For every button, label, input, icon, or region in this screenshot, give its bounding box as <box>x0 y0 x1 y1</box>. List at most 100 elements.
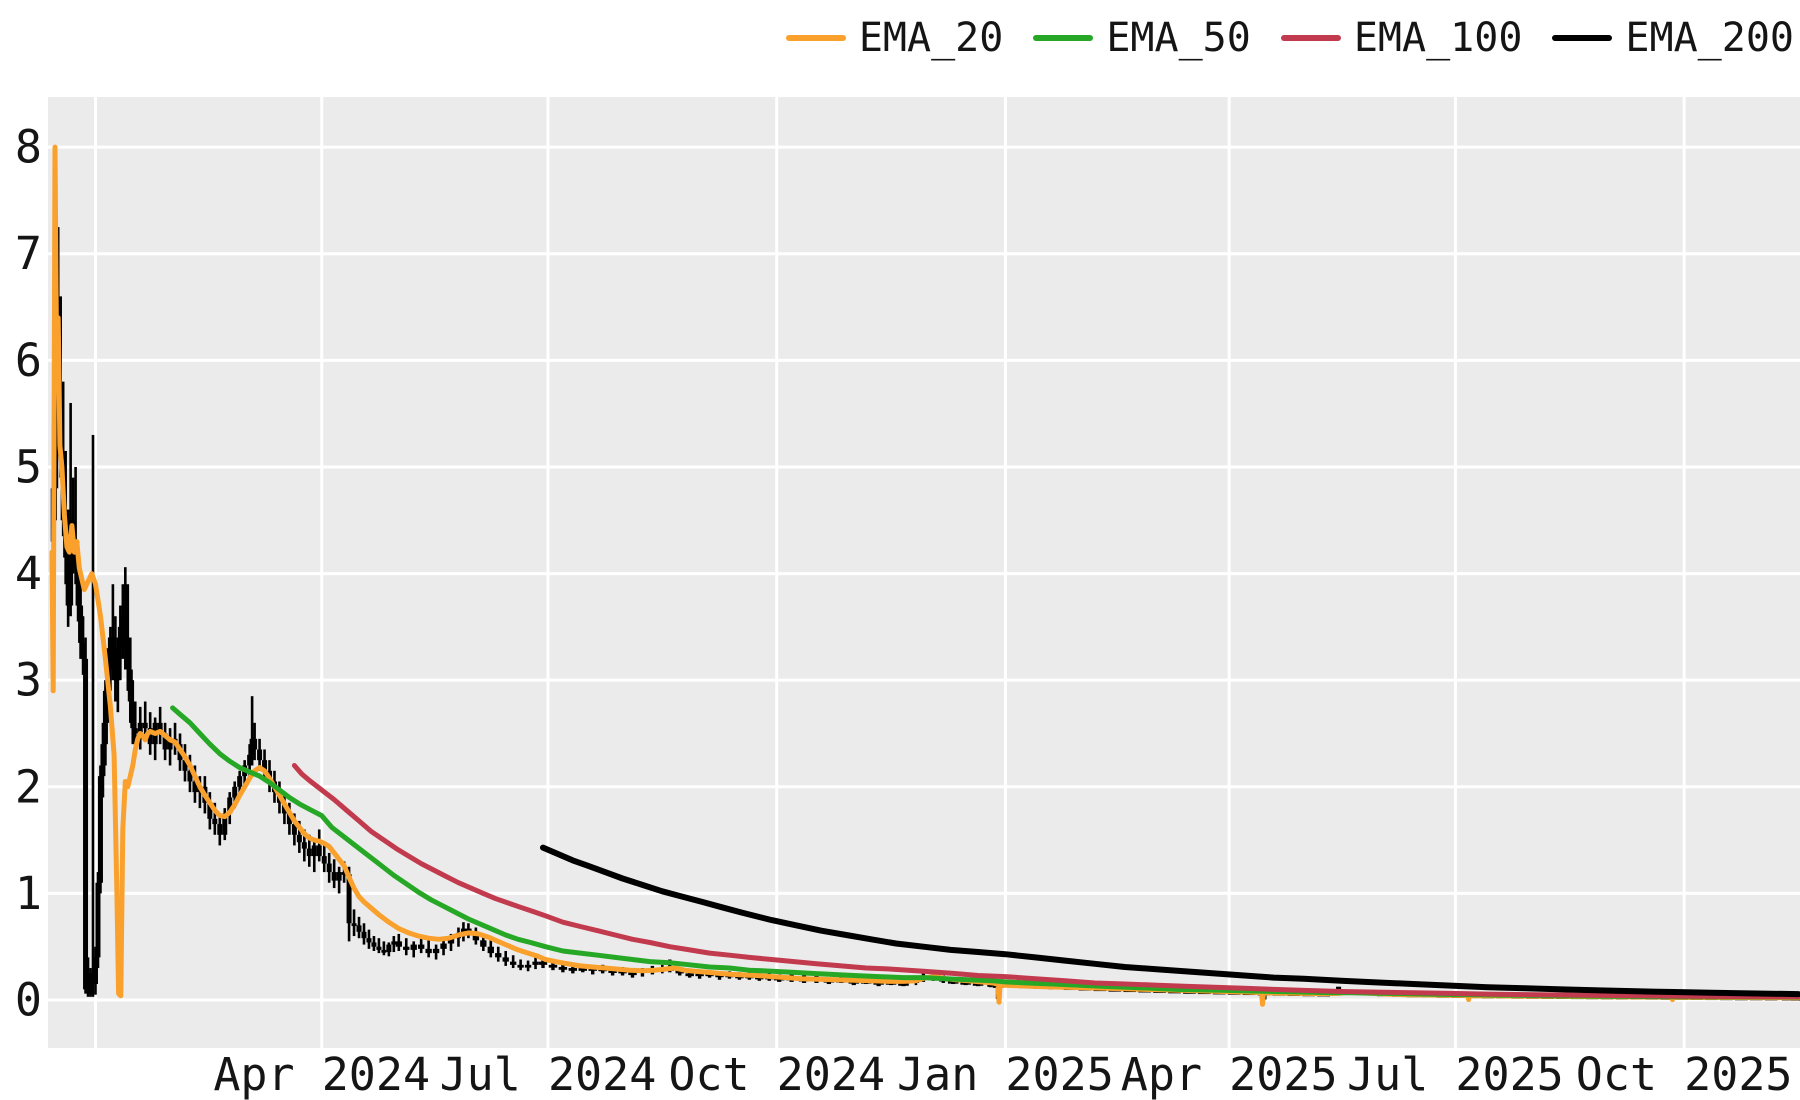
candle-body <box>192 781 198 793</box>
candle-body <box>117 626 123 649</box>
candle-body <box>73 552 79 569</box>
candle-wick <box>377 938 381 954</box>
series-ema-100 <box>291 763 1800 1000</box>
candle-body <box>410 944 417 950</box>
candle-body <box>68 520 74 606</box>
candle-body <box>568 968 578 971</box>
candle-body <box>432 948 440 954</box>
candle-body <box>366 938 372 943</box>
x-tick-label: Jul 2025 <box>1347 1048 1564 1100</box>
candle-body <box>517 964 524 968</box>
candle-body <box>695 973 704 977</box>
candle-body <box>502 957 509 962</box>
candle-body <box>346 874 352 924</box>
x-tick-label: Jan 2025 <box>897 1048 1114 1100</box>
candle-body <box>167 738 173 750</box>
candle-body <box>480 940 487 947</box>
legend-label: EMA_20 <box>858 15 1004 61</box>
candle-body <box>386 944 392 953</box>
candle-body <box>356 925 362 932</box>
candle-body <box>97 776 103 883</box>
x-tick-label: Apr 2025 <box>1121 1048 1338 1100</box>
candle-body <box>440 943 447 949</box>
candle-body <box>418 944 425 949</box>
ema-200-line-swatch-icon <box>1552 35 1613 41</box>
y-tick-label: 2 <box>15 760 42 813</box>
candle-body <box>296 834 302 843</box>
candle-wick <box>250 696 254 766</box>
x-tick-label: Apr 2024 <box>213 1048 430 1100</box>
candle-wick <box>91 434 95 997</box>
candle-body <box>960 981 971 985</box>
candle-body <box>548 964 558 968</box>
candle-body <box>509 961 517 965</box>
candle-body <box>495 953 502 958</box>
candle-body <box>142 722 148 729</box>
candle-body <box>371 942 377 947</box>
candle-body <box>331 872 337 881</box>
legend-item-ema-20: EMA_20 <box>785 12 1004 64</box>
candle-body <box>341 872 347 875</box>
candle-body <box>75 568 81 606</box>
candle-body <box>403 946 410 950</box>
candle-wick <box>352 909 356 937</box>
candle-body <box>326 863 332 873</box>
candle-body <box>321 856 327 864</box>
candle-body <box>78 605 84 643</box>
candle-body <box>95 882 101 958</box>
candle-body <box>92 957 98 985</box>
candle-body <box>472 933 480 941</box>
candle-body <box>301 842 307 849</box>
candle-body <box>558 966 568 970</box>
candle-body <box>102 690 108 745</box>
y-tick-label: 6 <box>15 334 42 387</box>
candle-body <box>222 813 228 835</box>
candle-body <box>122 616 128 649</box>
candle-wick <box>143 701 147 739</box>
candle-body <box>898 982 909 986</box>
y-tick-label: 0 <box>15 974 42 1027</box>
x-tick-label: Oct 2024 <box>668 1048 885 1100</box>
candle-body <box>524 964 532 968</box>
ema-50-line-swatch-icon <box>1033 35 1094 41</box>
candle-body <box>137 722 143 734</box>
candle-wick <box>198 776 202 809</box>
candle-body <box>361 931 367 939</box>
candle-wick <box>382 941 386 956</box>
gridlines <box>48 97 1800 1048</box>
candle-wick <box>126 584 130 691</box>
legend-label: EMA_100 <box>1353 15 1523 61</box>
candle-body <box>110 637 116 659</box>
candle-wick <box>74 466 77 585</box>
candle-body <box>252 738 258 750</box>
y-axis-labels: 0 1 2 3 4 5 6 7 8 <box>15 121 42 1027</box>
y-tick-label: 3 <box>15 654 42 707</box>
candle-body <box>83 658 89 990</box>
candle-body <box>987 984 994 987</box>
legend-label: EMA_200 <box>1625 15 1794 61</box>
candle-wick <box>668 959 672 973</box>
ema-20-line-swatch-icon <box>785 35 846 41</box>
candle-body <box>578 968 588 971</box>
y-tick-label: 8 <box>15 121 42 174</box>
candle-body <box>336 872 342 881</box>
candle-body <box>182 760 188 771</box>
candle-body <box>237 776 243 787</box>
candle-body <box>291 824 297 835</box>
candle-body <box>351 923 357 927</box>
ema-100-line-swatch-icon <box>1280 35 1341 41</box>
candle-body <box>187 770 193 782</box>
y-tick-label: 4 <box>15 547 42 600</box>
candle-body <box>460 928 466 933</box>
candle-body <box>447 938 455 944</box>
candle-body <box>532 961 539 965</box>
candle-body <box>391 941 397 945</box>
candle-body <box>947 980 959 984</box>
candle-wick <box>69 402 72 617</box>
candle-body <box>685 973 694 977</box>
candle-body <box>115 648 121 681</box>
candle-body <box>227 797 233 814</box>
candle-body <box>157 722 163 734</box>
candle-body <box>212 818 218 825</box>
x-tick-label: Jul 2024 <box>440 1048 657 1100</box>
